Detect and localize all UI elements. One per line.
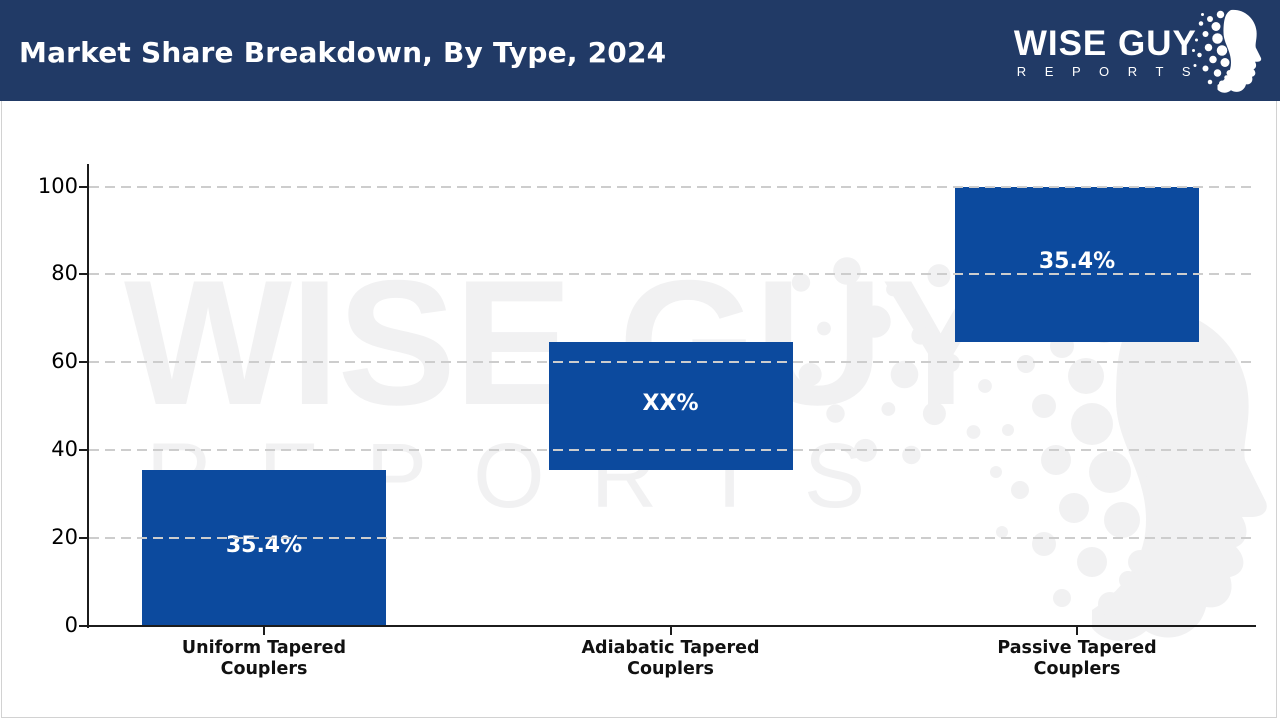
gridline	[89, 449, 1253, 452]
bar-value-label: 35.4%	[1038, 249, 1116, 275]
bar-segment: 35.4%	[955, 186, 1199, 343]
x-category-label: Adiabatic Tapered Couplers	[581, 638, 760, 680]
y-tick-label: 40	[51, 437, 78, 462]
y-tick-mark	[79, 449, 87, 452]
y-axis-spine	[87, 164, 89, 628]
y-tick-label: 100	[37, 173, 78, 198]
x-category-label: Uniform Tapered Couplers	[181, 638, 347, 680]
y-tick-label: 20	[51, 525, 78, 550]
header: Market Share Breakdown, By Type, 2024 WI…	[0, 0, 1280, 101]
chart-title: Market Share Breakdown, By Type, 2024	[19, 36, 667, 69]
x-tick-mark	[263, 627, 265, 635]
x-axis-spine	[87, 625, 1256, 627]
y-tick-label: 80	[51, 261, 78, 286]
y-tick-mark	[79, 185, 87, 188]
bar-segment: 35.4%	[142, 470, 386, 626]
y-tick-label: 0	[64, 613, 78, 637]
gridline	[89, 361, 1253, 364]
y-tick-mark	[79, 273, 87, 276]
gridline	[89, 273, 1253, 276]
logo-wordmark: WISE GUY	[1013, 23, 1197, 63]
gridline	[89, 185, 1253, 188]
y-tick-label: 60	[51, 349, 78, 374]
x-tick-mark	[669, 627, 672, 635]
x-tick-mark	[1076, 627, 1078, 635]
bar-segment: XX%	[548, 342, 793, 471]
y-tick-mark	[79, 361, 87, 364]
gridline	[89, 537, 1253, 540]
wiseguy-logo: WISE GUY R E P O R T S	[1013, 6, 1266, 98]
y-tick-mark	[79, 537, 87, 540]
waterfall-chart: 0 20 40 60 80 100 35.4% Uniform Tapered Coupler…	[0, 101, 1280, 720]
x-category-label: Passive Tapered Couplers	[997, 638, 1157, 680]
logo-subtitle: R E P O R T S	[1016, 63, 1198, 79]
bar-value-label: XX%	[642, 391, 699, 417]
logo-face-icon	[1192, 9, 1262, 93]
y-tick-mark	[79, 625, 87, 627]
